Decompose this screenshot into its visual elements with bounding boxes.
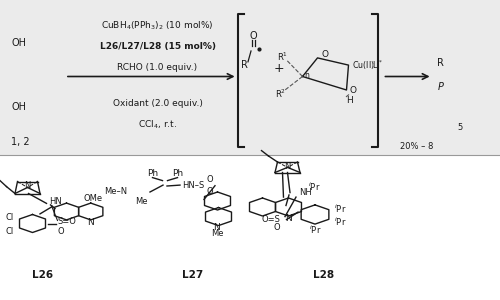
Text: H: H [346, 96, 354, 105]
Text: L26/L27/L28 (15 mol%): L26/L27/L28 (15 mol%) [100, 42, 216, 51]
Text: CCl$_4$, r.t.: CCl$_4$, r.t. [138, 118, 177, 131]
Text: Me: Me [135, 196, 147, 206]
Text: Ph: Ph [172, 169, 183, 178]
Text: 5: 5 [458, 123, 463, 132]
Text: HN: HN [49, 197, 62, 206]
Text: RCHO (1.0 equiv.): RCHO (1.0 equiv.) [118, 63, 198, 72]
Text: N: N [88, 218, 94, 227]
Text: R$^1$: R$^1$ [277, 51, 288, 63]
Text: O: O [206, 187, 214, 196]
Bar [0, 0, 500, 154]
Text: N: N [285, 214, 292, 223]
Text: O: O [206, 175, 214, 184]
Text: CuBH$_4$(PPh$_3$)$_2$ (10 mol%): CuBH$_4$(PPh$_3$)$_2$ (10 mol%) [102, 19, 214, 32]
Text: Ph: Ph [147, 169, 158, 178]
Text: Cl: Cl [6, 213, 14, 222]
Text: O: O [350, 86, 356, 95]
Text: NH: NH [299, 188, 312, 197]
Text: Me–N: Me–N [104, 187, 128, 196]
Text: L28: L28 [314, 269, 334, 280]
Text: R: R [240, 60, 248, 70]
Bar [0, 154, 500, 300]
Text: Oxidant (2.0 equiv.): Oxidant (2.0 equiv.) [112, 99, 202, 108]
Text: O: O [274, 223, 280, 232]
Text: O: O [322, 50, 328, 59]
Text: S=O: S=O [58, 218, 76, 226]
Text: HN–S: HN–S [182, 181, 205, 190]
Text: L26: L26 [32, 269, 53, 280]
Text: n: n [304, 70, 309, 80]
Text: Cl: Cl [6, 226, 14, 236]
Text: OH: OH [11, 38, 26, 49]
Text: O: O [58, 226, 64, 236]
Text: $^i$Pr: $^i$Pr [334, 216, 346, 228]
Text: $^i$Pr: $^i$Pr [308, 180, 320, 193]
Text: P: P [438, 82, 444, 92]
Text: O=S: O=S [261, 215, 280, 224]
Text: OH: OH [11, 101, 26, 112]
Text: R$^2$: R$^2$ [276, 87, 286, 100]
Text: N: N [24, 182, 30, 190]
Text: OMe: OMe [84, 194, 103, 203]
Text: 1, 2: 1, 2 [11, 137, 30, 147]
Text: 20% – 8: 20% – 8 [400, 142, 434, 151]
Text: Cu(II)L$^*$: Cu(II)L$^*$ [352, 58, 383, 72]
Text: R: R [438, 58, 444, 68]
Text: N: N [212, 224, 220, 232]
Text: +: + [274, 62, 284, 76]
Text: Me: Me [211, 230, 224, 238]
Text: N: N [284, 162, 290, 171]
Text: L27: L27 [182, 269, 203, 280]
Text: $^i$Pr: $^i$Pr [334, 202, 346, 215]
Text: O: O [249, 31, 257, 41]
Text: $^i$Pr: $^i$Pr [309, 223, 321, 236]
